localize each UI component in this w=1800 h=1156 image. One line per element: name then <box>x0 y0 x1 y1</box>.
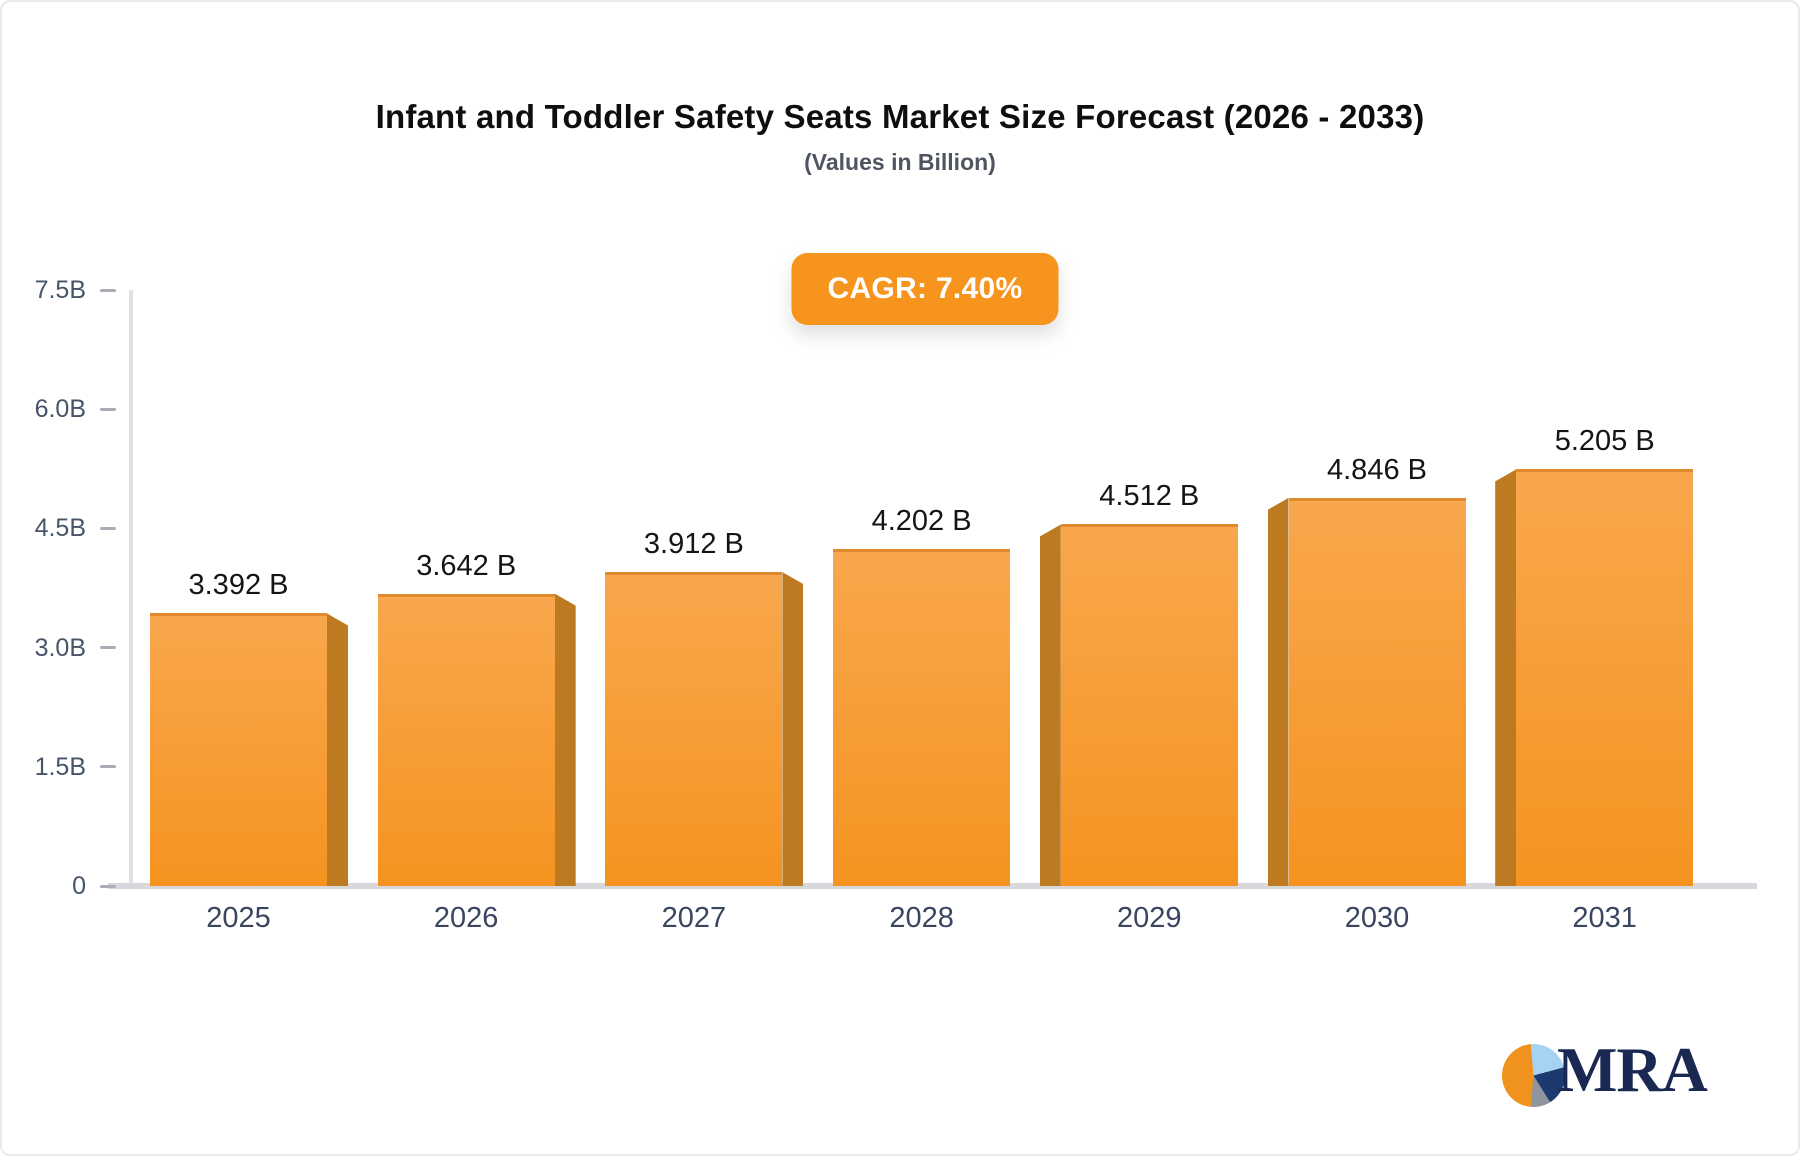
x-tick-label-2028: 2028 <box>889 902 954 934</box>
x-tick-label-2031: 2031 <box>1572 902 1637 934</box>
logo-pie-icon <box>1502 1043 1565 1107</box>
bar-2027 <box>605 572 783 886</box>
y-tick-dash <box>100 765 116 769</box>
y-tick-dash <box>100 288 116 292</box>
y-axis-line <box>129 290 133 886</box>
bar-2029 <box>1060 524 1238 886</box>
x-tick-label-2026: 2026 <box>433 902 499 934</box>
bar-value-label: 3.642 B <box>416 549 517 582</box>
bar-side-2030 <box>1267 497 1289 886</box>
chart-subtitle: (Values in Billion) <box>804 149 996 175</box>
bar-value-label: 4.202 B <box>871 505 972 538</box>
bar-value-label: 4.846 B <box>1327 453 1427 486</box>
cagr-badge: CAGR: 7.40% <box>791 253 1059 325</box>
bar-side-2027 <box>782 572 804 886</box>
x-tick-label-2030: 2030 <box>1344 902 1410 934</box>
y-tick-label: 6.0B <box>34 395 86 424</box>
bar-2028 <box>833 549 1011 886</box>
y-tick-dash <box>100 884 116 888</box>
bar-value-label: 5.205 B <box>1554 425 1655 458</box>
bar-side-2031 <box>1495 469 1517 886</box>
y-tick-label: 4.5B <box>34 514 86 543</box>
bar-value-label: 4.512 B <box>1099 480 1200 513</box>
cagr-badge-label: CAGR: 7.40% <box>827 272 1023 305</box>
y-tick-label: 1.5B <box>34 752 86 781</box>
bar-2025 <box>150 613 327 886</box>
chart-title: Infant and Toddler Safety Seats Market S… <box>375 98 1425 135</box>
bar-2031 <box>1516 469 1694 886</box>
bar-side-2029 <box>1039 524 1061 886</box>
logo-text: MRA <box>1557 1034 1708 1105</box>
y-tick-dash <box>100 646 116 650</box>
y-tick-dash <box>100 526 116 530</box>
bar-2030 <box>1288 497 1466 886</box>
bar-side-2026 <box>554 593 576 886</box>
y-tick-label: 7.5B <box>34 276 86 304</box>
x-tick-label-2029: 2029 <box>1117 902 1182 934</box>
y-tick-label: 3.0B <box>34 633 86 662</box>
bar-2026 <box>377 593 555 886</box>
y-tick-dash <box>100 407 116 411</box>
x-axis-baseline <box>108 883 1757 889</box>
logo: MRA <box>1502 1033 1708 1107</box>
x-tick-label-2025: 2025 <box>206 902 271 934</box>
y-tick-label: 0 <box>72 872 86 900</box>
bar-value-label: 3.392 B <box>188 569 289 602</box>
x-tick-label-2027: 2027 <box>661 902 727 934</box>
bar-side-2025 <box>327 613 348 886</box>
bar-value-label: 3.912 B <box>643 528 744 561</box>
